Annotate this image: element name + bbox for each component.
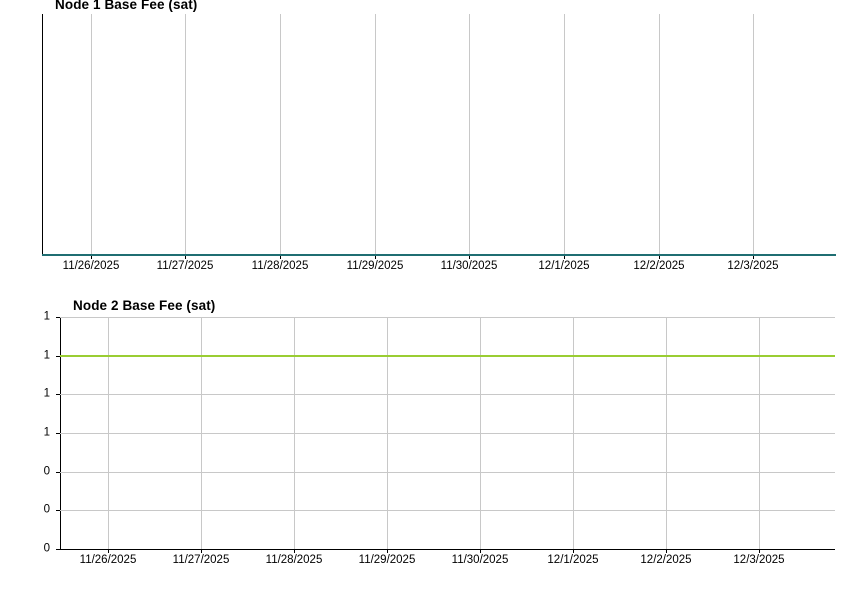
gridline-vertical bbox=[185, 14, 186, 255]
gridline-vertical bbox=[659, 14, 660, 255]
gridline-vertical bbox=[564, 14, 565, 255]
chart-panel-node-2: Node 2 Base Fee (sat) bbox=[0, 295, 860, 600]
gridline-vertical bbox=[759, 317, 760, 549]
x-tick-mark bbox=[91, 255, 92, 259]
plot-area-node-1: 11/26/2025 11/27/2025 11/28/2025 11/29/2… bbox=[42, 14, 836, 272]
x-tick-mark bbox=[480, 549, 481, 553]
x-tick-mark bbox=[759, 549, 760, 553]
series-line-node-2 bbox=[60, 355, 835, 357]
gridline-horizontal bbox=[60, 394, 835, 395]
gridline-vertical bbox=[387, 317, 388, 549]
x-tick-label: 11/29/2025 bbox=[346, 260, 404, 272]
x-tick-mark bbox=[573, 549, 574, 553]
x-tick-mark bbox=[666, 549, 667, 553]
x-tick-mark bbox=[753, 255, 754, 259]
x-tick-mark bbox=[659, 255, 660, 259]
plot-area-node-2: 1 1 1 1 0 0 0 11/26/2025 11/27/2025 11/2… bbox=[44, 311, 835, 566]
gridline-horizontal bbox=[60, 433, 835, 434]
y-tick-label: 0 bbox=[43, 465, 50, 478]
x-tick-label: 11/28/2025 bbox=[251, 260, 309, 272]
x-tick-mark bbox=[108, 549, 109, 553]
gridline-vertical bbox=[294, 317, 295, 549]
x-tick-label: 11/26/2025 bbox=[79, 554, 137, 566]
chart-panel-node-1: Node 1 Base Fee (sat) 11/26/2025 bbox=[0, 0, 860, 295]
gridline-vertical bbox=[666, 317, 667, 549]
gridline-vertical bbox=[480, 317, 481, 549]
x-axis-line-node-2 bbox=[60, 549, 835, 550]
y-tick-mark bbox=[56, 549, 60, 550]
x-tick-label: 11/26/2025 bbox=[62, 260, 120, 272]
x-tick-mark bbox=[387, 549, 388, 553]
x-tick-label: 12/1/2025 bbox=[547, 554, 599, 566]
gridline-vertical bbox=[573, 317, 574, 549]
x-tick-label: 12/1/2025 bbox=[538, 260, 590, 272]
x-tick-mark bbox=[294, 549, 295, 553]
gridline-horizontal bbox=[60, 317, 835, 318]
x-tick-label: 11/29/2025 bbox=[358, 554, 416, 566]
x-tick-label: 11/28/2025 bbox=[265, 554, 323, 566]
y-tick-label: 1 bbox=[43, 426, 50, 439]
gridline-horizontal bbox=[60, 510, 835, 511]
gridline-vertical bbox=[375, 14, 376, 255]
y-tick-label: 0 bbox=[43, 503, 50, 516]
y-tick-label: 1 bbox=[43, 349, 50, 362]
x-tick-label: 11/30/2025 bbox=[451, 554, 509, 566]
y-tick-mark bbox=[56, 433, 60, 434]
x-tick-mark bbox=[280, 255, 281, 259]
x-tick-label: 12/2/2025 bbox=[633, 260, 685, 272]
chart-title-node-1: Node 1 Base Fee (sat) bbox=[55, 0, 198, 12]
y-tick-label: 1 bbox=[43, 310, 50, 323]
x-tick-label: 12/3/2025 bbox=[727, 260, 779, 272]
gridline-vertical bbox=[201, 317, 202, 549]
y-tick-label: 1 bbox=[43, 387, 50, 400]
y-tick-label: 0 bbox=[43, 542, 50, 555]
gridline-vertical bbox=[753, 14, 754, 255]
x-tick-label: 12/2/2025 bbox=[640, 554, 692, 566]
series-line-node-1 bbox=[42, 254, 836, 256]
y-tick-mark bbox=[56, 394, 60, 395]
y-axis-line-node-1 bbox=[42, 14, 43, 255]
x-tick-mark bbox=[564, 255, 565, 259]
gridline-vertical bbox=[108, 317, 109, 549]
x-tick-label: 11/27/2025 bbox=[156, 260, 214, 272]
gridline-vertical bbox=[280, 14, 281, 255]
x-tick-label: 11/30/2025 bbox=[440, 260, 498, 272]
gridline-horizontal bbox=[60, 472, 835, 473]
y-tick-mark bbox=[56, 510, 60, 511]
x-tick-label: 12/3/2025 bbox=[733, 554, 785, 566]
x-tick-mark bbox=[185, 255, 186, 259]
y-tick-mark bbox=[56, 356, 60, 357]
gridline-vertical bbox=[91, 14, 92, 255]
y-tick-mark bbox=[56, 472, 60, 473]
x-tick-mark bbox=[375, 255, 376, 259]
x-tick-mark bbox=[469, 255, 470, 259]
y-tick-mark bbox=[56, 317, 60, 318]
chart-title-node-2: Node 2 Base Fee (sat) bbox=[73, 298, 216, 313]
x-tick-label: 11/27/2025 bbox=[172, 554, 230, 566]
gridline-vertical bbox=[469, 14, 470, 255]
x-tick-mark bbox=[201, 549, 202, 553]
